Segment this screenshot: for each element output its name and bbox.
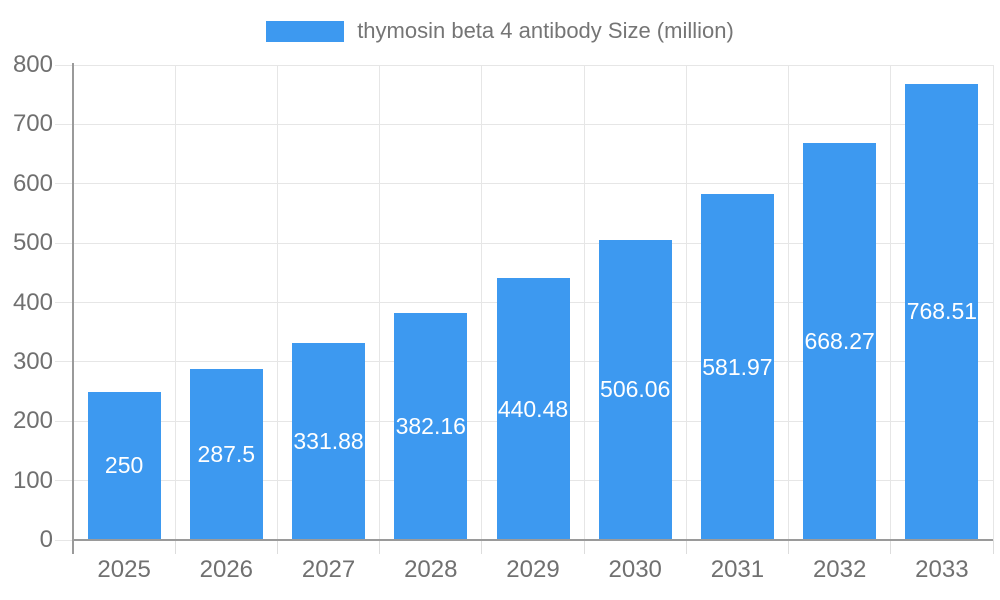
x-gridline xyxy=(992,65,994,540)
bar-2032[interactable]: 668.27 xyxy=(803,143,877,540)
bar-value-label: 331.88 xyxy=(293,427,364,454)
chart-legend[interactable]: thymosin beta 4 antibody Size (million) xyxy=(0,18,1000,44)
x-tick xyxy=(379,540,381,554)
y-tick-label: 100 xyxy=(12,466,53,494)
y-tick-label: 500 xyxy=(12,229,53,257)
x-gridline xyxy=(481,65,483,540)
x-gridline xyxy=(583,65,585,540)
x-axis-label: 2030 xyxy=(608,556,662,583)
bar-2033[interactable]: 768.51 xyxy=(905,83,979,540)
x-gridline xyxy=(685,65,687,540)
x-axis-label: 2033 xyxy=(915,556,969,583)
y-tick-label: 0 xyxy=(39,526,53,553)
legend-swatch xyxy=(266,20,345,42)
bar-2030[interactable]: 506.06 xyxy=(598,239,672,540)
bar-2027[interactable]: 331.88 xyxy=(292,342,366,540)
bar-2028[interactable]: 382.16 xyxy=(394,313,468,540)
x-axis-label: 2025 xyxy=(97,556,151,583)
y-tick-label: 700 xyxy=(12,110,53,138)
y-gridline xyxy=(55,183,993,185)
x-gridline xyxy=(276,65,278,540)
bar-2026[interactable]: 287.5 xyxy=(189,369,263,540)
y-gridline xyxy=(55,123,993,125)
bar-value-label: 250 xyxy=(104,452,144,479)
x-gridline xyxy=(174,65,176,540)
bar-value-label: 440.48 xyxy=(497,395,569,422)
x-tick xyxy=(685,540,687,554)
bar-value-label: 287.5 xyxy=(197,441,256,468)
x-gridline xyxy=(890,65,892,540)
bar-2025[interactable]: 250 xyxy=(87,391,161,540)
x-axis-label: 2032 xyxy=(812,556,867,583)
bar-value-label: 506.06 xyxy=(600,376,671,403)
bar-value-label: 768.51 xyxy=(906,298,978,325)
x-tick xyxy=(890,540,892,554)
x-tick xyxy=(481,540,483,554)
x-axis-label: 2027 xyxy=(301,556,356,583)
y-gridline xyxy=(55,64,993,66)
bar-value-label: 581.97 xyxy=(702,353,773,380)
x-axis-label: 2026 xyxy=(199,556,254,583)
x-gridline xyxy=(379,65,381,540)
x-axis-label: 2028 xyxy=(404,556,458,583)
y-axis-line xyxy=(72,63,74,554)
bar-value-label: 382.16 xyxy=(395,413,466,440)
x-gridline xyxy=(788,65,790,540)
bar-2031[interactable]: 581.97 xyxy=(700,194,774,540)
legend-label: thymosin beta 4 antibody Size (million) xyxy=(357,18,734,43)
bar-value-label: 668.27 xyxy=(804,328,875,355)
x-tick xyxy=(788,540,790,554)
y-tick-label: 300 xyxy=(12,347,53,375)
bar-2029[interactable]: 440.48 xyxy=(496,278,570,540)
y-tick-label: 800 xyxy=(12,51,53,78)
y-gridline xyxy=(55,242,993,244)
x-tick xyxy=(174,540,176,554)
x-axis-line xyxy=(72,539,993,541)
y-tick-label: 600 xyxy=(12,169,53,197)
x-tick xyxy=(276,540,278,554)
x-axis-label: 2029 xyxy=(506,556,560,583)
x-tick xyxy=(992,540,994,554)
x-tick xyxy=(583,540,585,554)
y-tick-label: 200 xyxy=(12,407,53,435)
y-tick-label: 400 xyxy=(12,288,53,316)
x-axis-label: 2031 xyxy=(710,556,765,583)
